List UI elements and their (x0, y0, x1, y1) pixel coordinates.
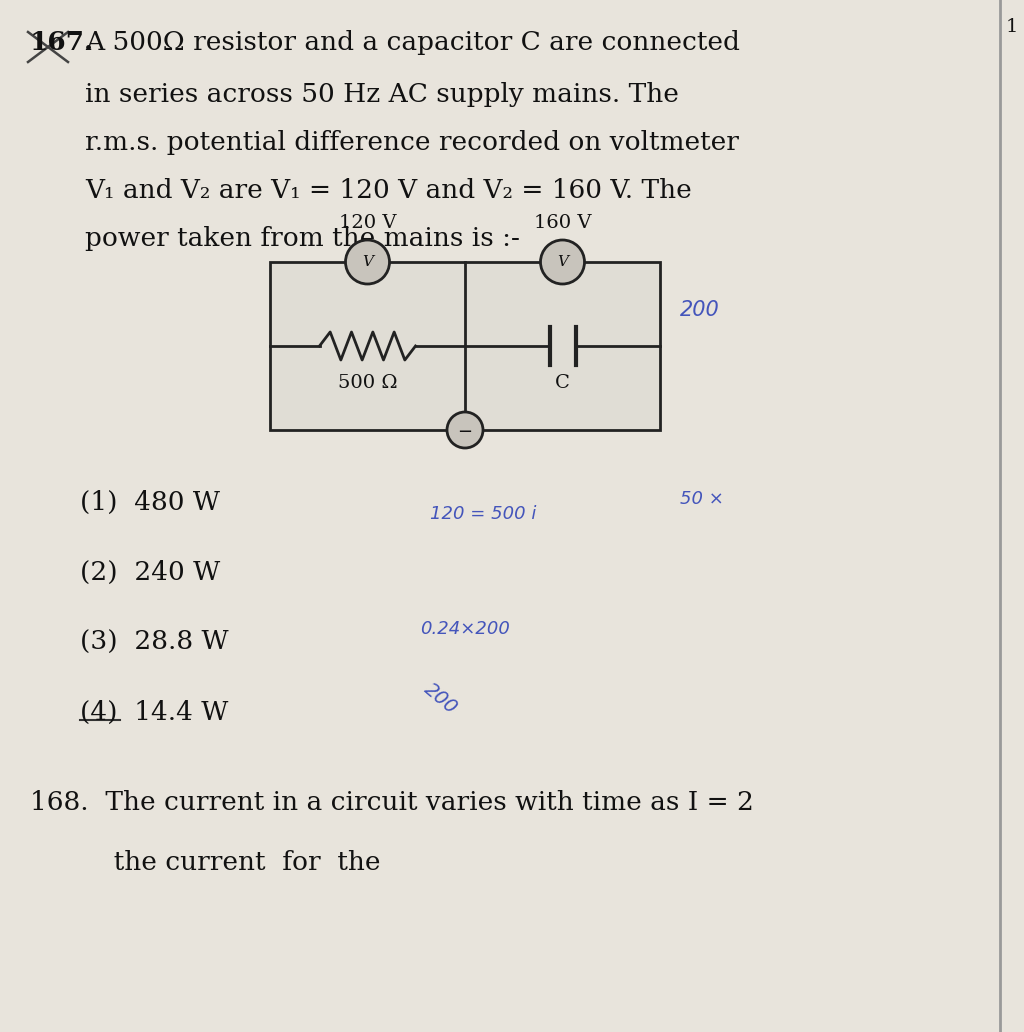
Text: 160 V: 160 V (534, 214, 591, 232)
Text: (2)  240 W: (2) 240 W (80, 560, 220, 585)
Text: A 500Ω resistor and a capacitor C are connected: A 500Ω resistor and a capacitor C are co… (85, 30, 740, 55)
Text: 200: 200 (420, 680, 461, 718)
Text: in series across 50 Hz AC supply mains. The: in series across 50 Hz AC supply mains. … (85, 82, 679, 107)
Text: C: C (555, 374, 570, 392)
Text: 120 = 500 i: 120 = 500 i (430, 505, 537, 523)
Text: 0.24×200: 0.24×200 (420, 620, 510, 638)
Text: −: − (458, 423, 472, 441)
Text: 1: 1 (1006, 18, 1018, 36)
Text: 50 ×: 50 × (680, 490, 724, 508)
Text: V: V (362, 255, 373, 269)
Circle shape (447, 412, 483, 448)
Text: r.m.s. potential difference recorded on voltmeter: r.m.s. potential difference recorded on … (85, 130, 739, 155)
Circle shape (541, 240, 585, 284)
Text: 167.: 167. (30, 30, 94, 55)
Text: 200: 200 (680, 300, 720, 320)
Text: (1)  480 W: (1) 480 W (80, 490, 220, 515)
Text: (4)  14.4 W: (4) 14.4 W (80, 700, 228, 725)
Text: V₁ and V₂ are V₁ = 120 V and V₂ = 160 V. The: V₁ and V₂ are V₁ = 120 V and V₂ = 160 V.… (85, 178, 692, 203)
Bar (270, 262, 660, 430)
Text: (3)  28.8 W: (3) 28.8 W (80, 630, 228, 655)
Text: 168.  The current in a circuit varies with time as I = 2: 168. The current in a circuit varies wit… (30, 791, 754, 815)
Circle shape (345, 240, 389, 284)
Text: V: V (557, 255, 568, 269)
Text: 120 V: 120 V (339, 214, 396, 232)
Text: 500 Ω: 500 Ω (338, 374, 397, 392)
Text: the current  for  the: the current for the (30, 850, 381, 875)
Text: power taken from the mains is :-: power taken from the mains is :- (85, 226, 520, 251)
